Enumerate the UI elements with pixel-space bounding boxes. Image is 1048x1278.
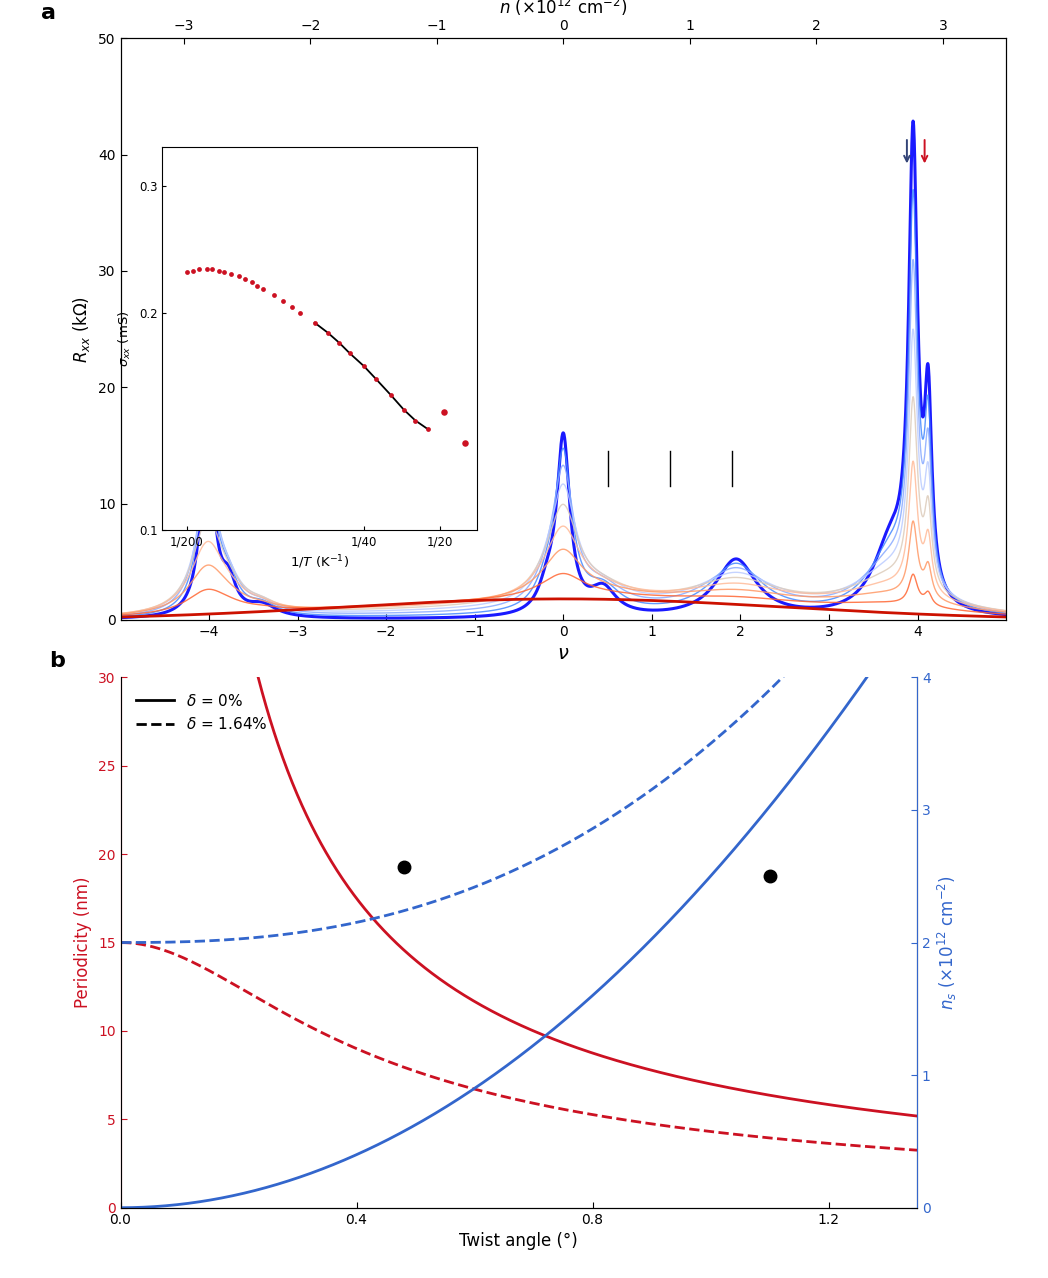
Point <box>216 262 233 282</box>
Point <box>255 279 271 299</box>
Legend: $\delta$ = 0%, $\delta$ = 1.64%: $\delta$ = 0%, $\delta$ = 1.64% <box>128 685 276 740</box>
Point <box>383 385 399 405</box>
Point <box>395 400 412 420</box>
X-axis label: Twist angle (°): Twist angle (°) <box>459 1232 578 1250</box>
Y-axis label: Periodicity (nm): Periodicity (nm) <box>74 877 92 1008</box>
Point <box>178 262 195 282</box>
Point <box>436 401 453 422</box>
X-axis label: $n$ ($\times$10$^{12}$ cm$^{-2}$): $n$ ($\times$10$^{12}$ cm$^{-2}$) <box>499 0 628 18</box>
Point <box>407 410 423 431</box>
Point <box>306 313 323 334</box>
Point <box>275 290 291 311</box>
Point <box>191 259 208 280</box>
Text: b: b <box>49 651 65 671</box>
Point <box>320 322 336 343</box>
Point <box>284 296 301 317</box>
Point <box>457 433 474 454</box>
Point <box>291 303 308 323</box>
Y-axis label: $R_{xx}$ (k$\Omega$): $R_{xx}$ (k$\Omega$) <box>71 295 92 363</box>
Text: a: a <box>41 4 56 23</box>
Point <box>184 261 201 281</box>
Point <box>249 276 266 296</box>
Y-axis label: $\sigma_{xx}$ (mS): $\sigma_{xx}$ (mS) <box>117 311 133 367</box>
Point <box>368 369 385 390</box>
Point <box>198 259 215 280</box>
Point <box>420 419 437 440</box>
Point <box>331 332 348 353</box>
Text: 80 K: 80 K <box>333 474 367 489</box>
Point <box>342 343 358 363</box>
Text: 5 K: 5 K <box>333 518 357 532</box>
Y-axis label: $n_s$ ($\times$10$^{12}$ cm$^{-2}$): $n_s$ ($\times$10$^{12}$ cm$^{-2}$) <box>936 875 959 1010</box>
Point <box>231 266 247 286</box>
Point <box>237 268 254 289</box>
Point <box>204 259 221 280</box>
Point <box>265 285 282 305</box>
X-axis label: 1/$T$ (K$^{-1}$): 1/$T$ (K$^{-1}$) <box>290 553 349 571</box>
Point <box>211 261 227 281</box>
Point <box>355 355 372 376</box>
X-axis label: $\nu$: $\nu$ <box>558 644 569 663</box>
Point <box>223 263 240 284</box>
Point <box>243 272 260 293</box>
